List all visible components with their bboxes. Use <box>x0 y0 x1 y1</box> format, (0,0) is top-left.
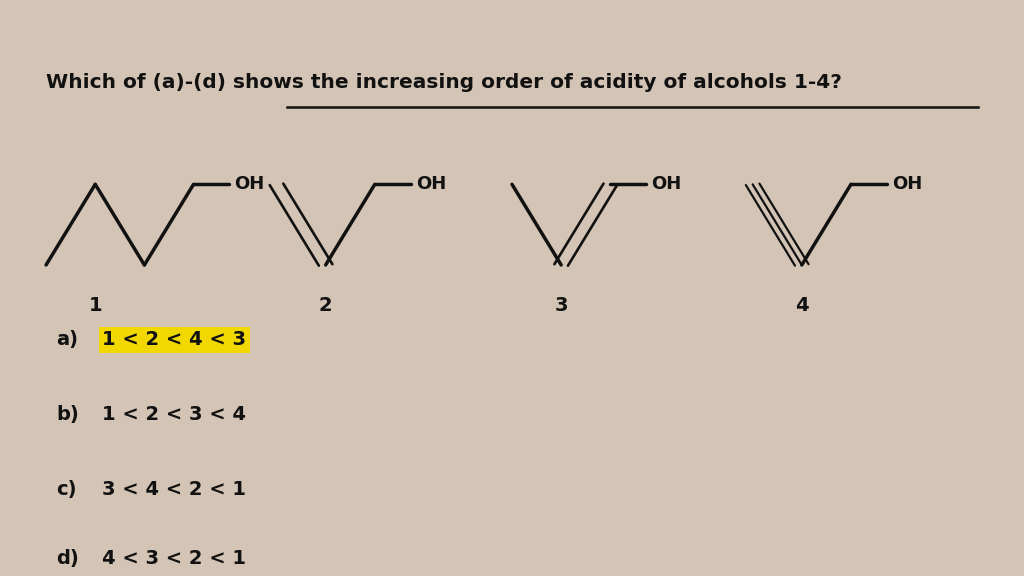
Text: 1 < 2 < 3 < 4: 1 < 2 < 3 < 4 <box>102 406 247 424</box>
Text: 2: 2 <box>318 296 333 314</box>
Text: OH: OH <box>416 175 446 194</box>
Text: 4 < 3 < 2 < 1: 4 < 3 < 2 < 1 <box>102 550 247 568</box>
Text: OH: OH <box>234 175 265 194</box>
Text: Which of (a)-(d) shows the increasing order of acidity of alcohols 1-4?: Which of (a)-(d) shows the increasing or… <box>46 73 842 92</box>
Text: OH: OH <box>892 175 923 194</box>
Text: 4: 4 <box>795 296 809 314</box>
Text: c): c) <box>56 480 77 499</box>
Text: a): a) <box>56 331 78 349</box>
Text: 1 < 2 < 4 < 3: 1 < 2 < 4 < 3 <box>102 331 247 349</box>
Text: OH: OH <box>651 175 682 194</box>
Text: 3 < 4 < 2 < 1: 3 < 4 < 2 < 1 <box>102 480 247 499</box>
Text: d): d) <box>56 550 79 568</box>
Text: 3: 3 <box>554 296 568 314</box>
Text: 1: 1 <box>88 296 102 314</box>
Text: b): b) <box>56 406 79 424</box>
